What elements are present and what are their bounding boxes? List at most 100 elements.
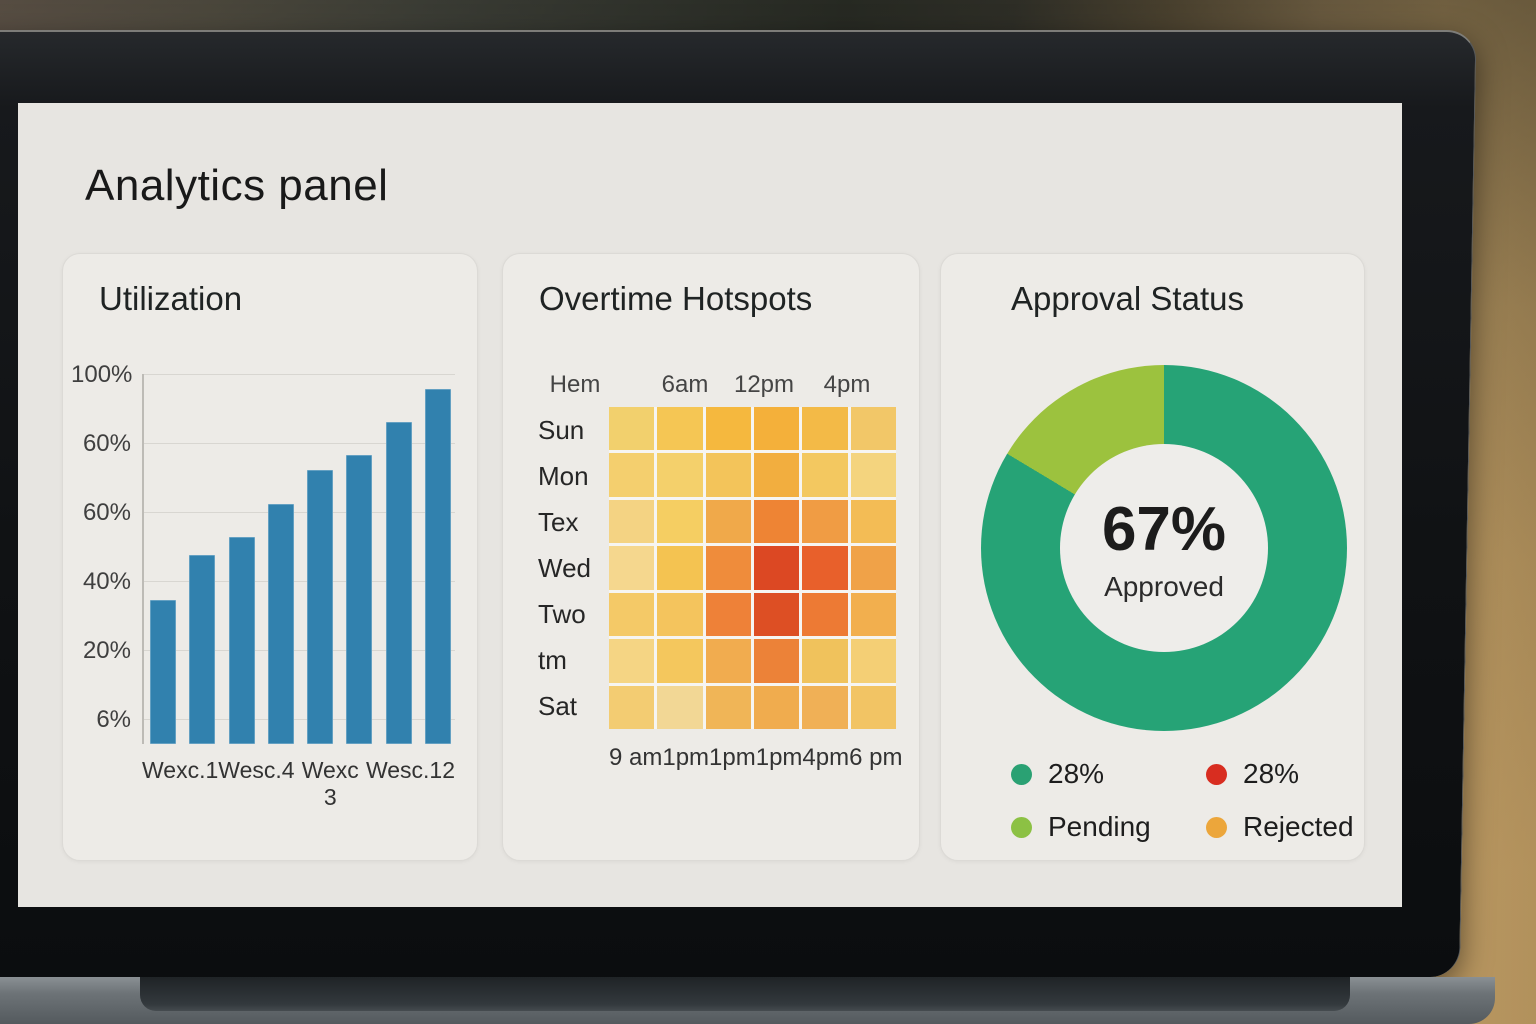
heatmap-cell [609, 453, 655, 497]
heatmap-cell [705, 546, 751, 590]
heatmap-cell [850, 685, 896, 729]
heatmap-cell [705, 407, 751, 451]
heatmap-cell [705, 685, 751, 729]
hotspots-card-title: Overtime Hotspots [539, 280, 813, 317]
laptop-screen: Analytics panel Utilization 100% 60% 60% 40… [18, 103, 1402, 907]
gridline [144, 443, 455, 444]
heatmap-cell [802, 685, 848, 729]
y-axis-tick-label: 60% [82, 430, 131, 457]
heatmap-time-label: 9 am [609, 744, 663, 771]
heatmap-row-label: tm [538, 644, 567, 675]
legend-label: Rejected [1243, 811, 1354, 842]
heatmap-row-label: Tex [538, 506, 579, 537]
heatmap-cell [609, 546, 655, 590]
legend-item: 28% [1206, 758, 1354, 790]
heatmap-time-label: 1pm [709, 744, 756, 771]
heatmap-cell [850, 499, 896, 544]
utilization-bar [424, 388, 451, 744]
gridline [144, 581, 455, 582]
x-axis-category-label: Wexc.1 [142, 757, 219, 783]
heatmap-row-label: Sun [538, 414, 585, 445]
x-axis-category-label: Wesc.12 [365, 757, 455, 783]
heatmap-cell [802, 546, 848, 590]
heatmap-cell [657, 499, 703, 544]
utilization-bar [228, 536, 255, 744]
heatmap-row-label: Two [538, 598, 586, 629]
heatmap-cell [802, 592, 848, 637]
legend-label: Pending [1048, 811, 1151, 842]
gridline [144, 512, 455, 513]
legend-label: 28% [1048, 758, 1105, 789]
approval-status-card: Approval Status 67% Approved 28% 28% [940, 253, 1365, 861]
heatmap-corner-label: Hem [549, 371, 601, 398]
utilization-plot [142, 374, 455, 744]
heatmap-cell [657, 407, 703, 451]
donut-center-text: 67% Approved [981, 365, 1347, 731]
page-title: Analytics panel [85, 161, 389, 210]
heatmap-cell [705, 639, 751, 683]
heatmap-cell [753, 639, 800, 683]
heatmap-row-label: Sat [538, 690, 578, 721]
laptop-hinge [140, 977, 1350, 1011]
heatmap-cell [802, 639, 848, 683]
heatmap-cell [850, 639, 896, 683]
x-axis-category-label: Wesc.4 [218, 757, 295, 783]
utilization-bar [307, 470, 334, 744]
gridline [144, 374, 455, 375]
heatmap-row-labels: Sun Mon Tex Wed Two tm Sat [538, 407, 609, 729]
heatmap-cell [609, 499, 655, 544]
approval-legend: 28% 28% Pending Rejected [1011, 758, 1354, 843]
heatmap-time-label: 6 pm [849, 744, 903, 771]
approval-card-title: Approval Status [1011, 280, 1244, 317]
utilization-bars [144, 374, 455, 744]
heatmap-cell [802, 407, 848, 451]
heatmap-time-label: 4pm [823, 371, 871, 398]
overtime-hotspots-card: Overtime Hotspots Hem 6am 12pm 4pm Sun Mo… [502, 253, 920, 861]
heatmap-time-label: 12pm [733, 371, 795, 398]
heatmap-bottom-axis: 9 am 1pm 1pm 1pm 4pm 6 pm [609, 744, 902, 772]
heatmap-time-label: 1pm [755, 744, 803, 771]
y-axis-tick-label: 20% [82, 637, 131, 664]
heatmap-grid [609, 407, 896, 729]
heatmap-cell [850, 453, 896, 497]
heatmap-cell [850, 592, 896, 637]
gridline [144, 650, 455, 651]
heatmap-cell [657, 546, 703, 590]
donut-hole [1060, 444, 1268, 652]
x-axis-category-label: Wexc 3 [301, 757, 359, 810]
heatmap-cell [609, 685, 655, 729]
y-axis-tick-label: 6% [96, 706, 131, 733]
utilization-card-title: Utilization [99, 280, 243, 317]
utilization-bar [150, 599, 176, 744]
utilization-card: Utilization 100% 60% 60% 40% 20% 6% Wexc.1 We… [62, 253, 478, 861]
heatmap-cell [753, 499, 800, 544]
utilization-bar [385, 422, 412, 744]
heatmap-time-label: 4pm [802, 744, 850, 771]
heatmap-cell [657, 592, 703, 637]
heatmap-cell [802, 453, 848, 497]
approval-donut-chart: 67% Approved [981, 365, 1347, 731]
approval-percentage: 67% [1101, 494, 1227, 564]
heatmap-cell [802, 499, 848, 544]
heatmap-cell [753, 546, 800, 590]
heatmap-row-label: Mon [538, 460, 589, 491]
heatmap-cell [657, 453, 703, 497]
gridline [144, 719, 455, 720]
heatmap-cell [753, 453, 800, 497]
heatmap-cell [705, 453, 751, 497]
legend-dot-green [1011, 816, 1032, 838]
heatmap-row-label: Wed [538, 552, 591, 583]
heatmap-cell [850, 546, 896, 590]
heatmap-body: Sun Mon Tex Wed Two tm Sat [538, 407, 896, 729]
legend-dot-amber [1206, 816, 1227, 838]
legend-item: Pending [1011, 811, 1206, 843]
heatmap-cell [657, 685, 703, 729]
legend-dot-teal [1011, 763, 1032, 785]
heatmap-cell [705, 499, 751, 544]
heatmap-time-label: 1pm [662, 744, 710, 771]
y-axis-tick-label: 40% [82, 568, 131, 595]
utilization-bar [267, 503, 294, 744]
heatmap-cell [850, 407, 896, 451]
heatmap-cell [609, 639, 655, 683]
